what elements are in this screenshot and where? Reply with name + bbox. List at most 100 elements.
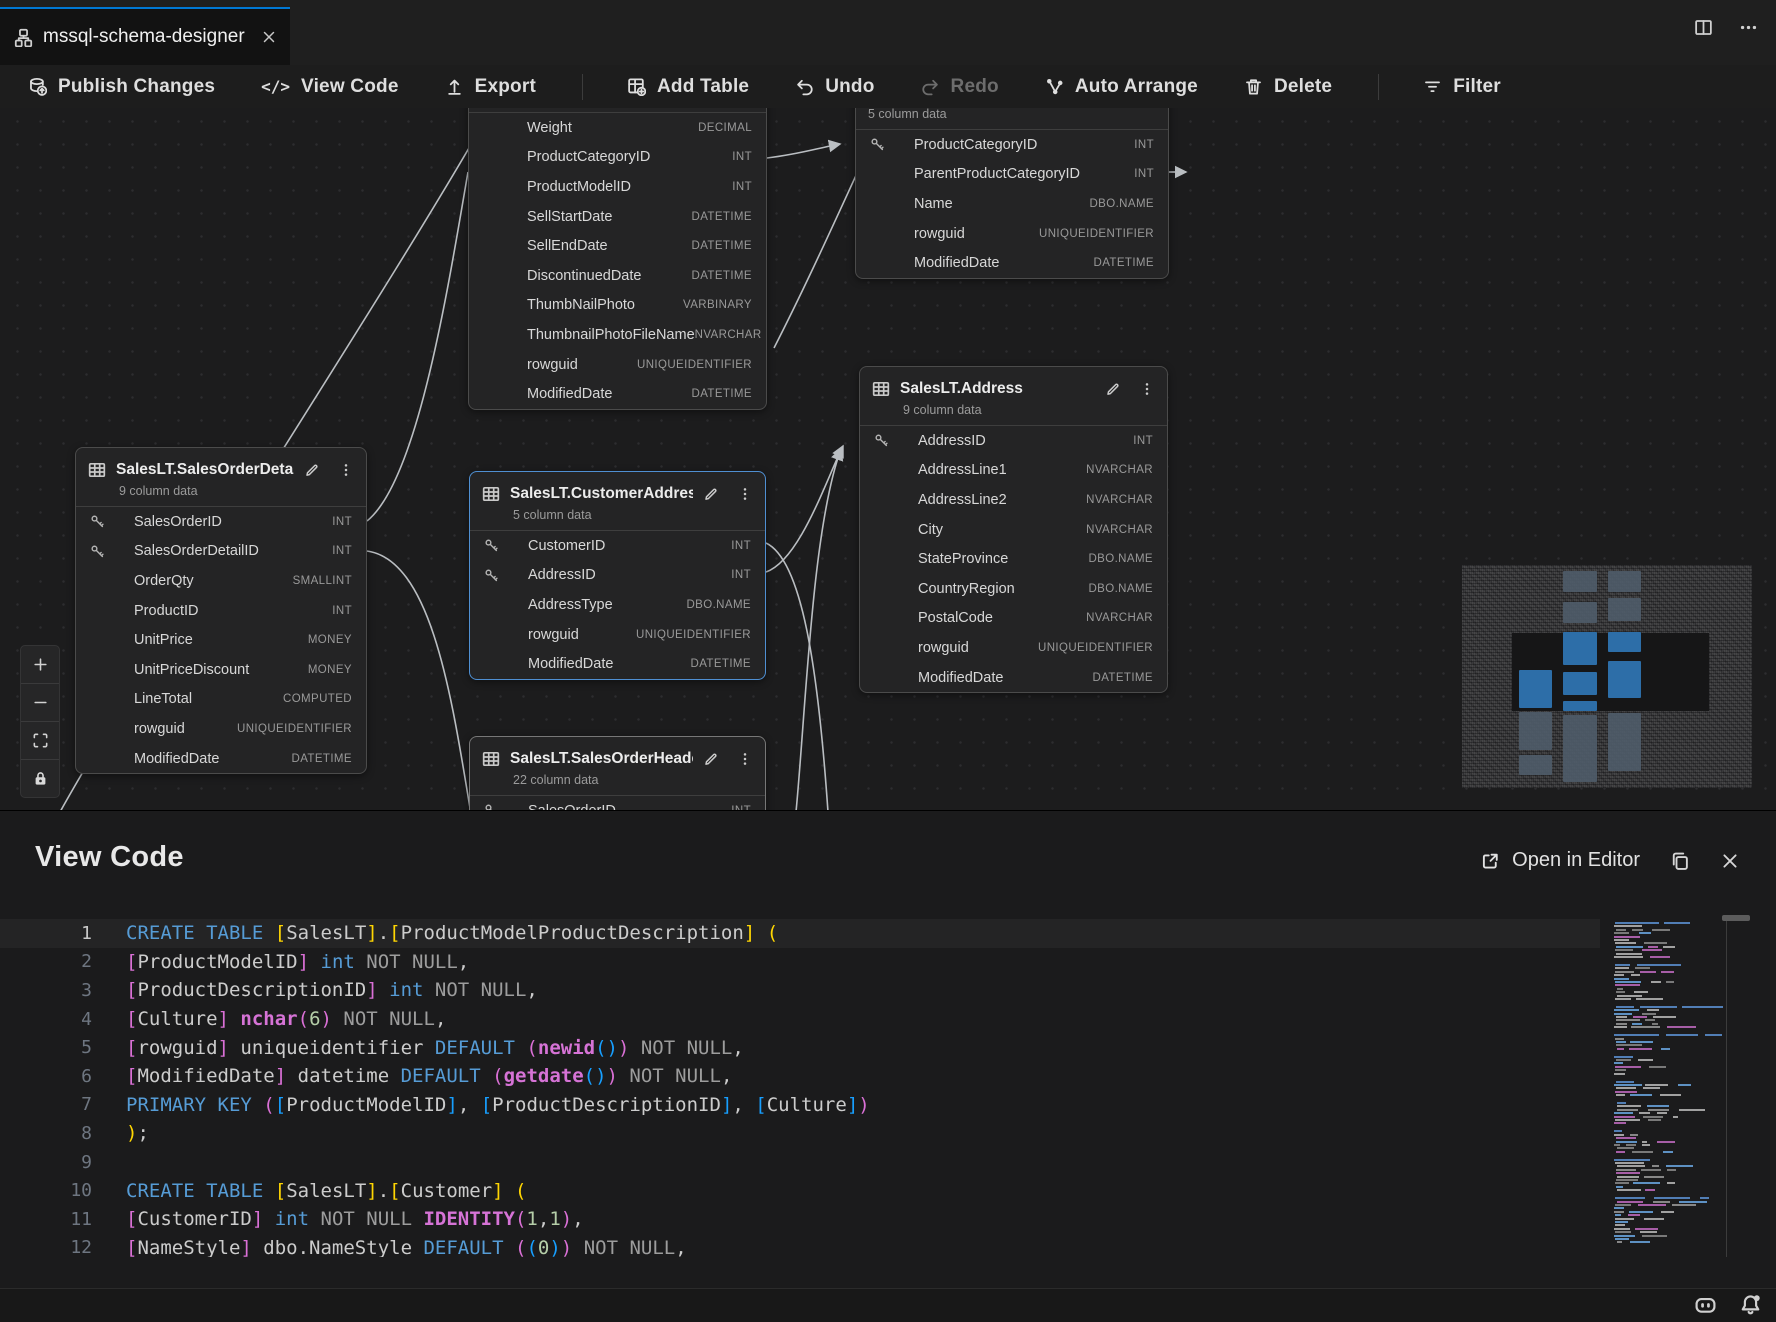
column-row-modifieddate[interactable]: ModifiedDate DATETIME [470, 649, 765, 679]
minimap-code-line [1612, 1122, 1722, 1125]
toolbar-delete-button[interactable]: Delete [1244, 76, 1332, 98]
scrollbar-thumb[interactable] [1722, 915, 1750, 921]
column-row-modifieddate[interactable]: ModifiedDate DATETIME [856, 248, 1168, 278]
column-row-name[interactable]: Name DBO.NAME [856, 189, 1168, 219]
table-menu-icon[interactable] [1139, 381, 1155, 397]
copy-code-button[interactable] [1670, 851, 1690, 871]
column-row-salesorderid[interactable]: SalesOrderID INT [470, 796, 765, 810]
auto-arrange-icon [1045, 77, 1064, 96]
column-row-productid[interactable]: ProductID INT [76, 596, 366, 626]
column-row-sellenddate[interactable]: SellEndDate DATETIME [469, 231, 766, 261]
column-row-rowguid[interactable]: rowguid UNIQUEIDENTIFIER [470, 620, 765, 650]
column-row-customerid[interactable]: CustomerID INT [470, 531, 765, 561]
toolbar-add-table-button[interactable]: Add Table [627, 76, 749, 98]
tab-title: mssql-schema-designer [43, 26, 245, 47]
table-card-sales-order-detail[interactable]: SalesLT.SalesOrderDetail 9 column data Sal… [75, 447, 367, 775]
code-icon: </> [261, 76, 291, 96]
column-row-sellstartdate[interactable]: SellStartDate DATETIME [469, 202, 766, 232]
fit-view-button[interactable] [21, 722, 59, 760]
column-type: INT [332, 545, 352, 558]
column-row-rowguid[interactable]: rowguid UNIQUEIDENTIFIER [76, 714, 366, 744]
table-card-customer-address[interactable]: SalesLT.CustomerAddress 5 column data Cust… [469, 471, 766, 680]
column-row-modifieddate[interactable]: ModifiedDate DATETIME [76, 744, 366, 774]
column-row-countryregion[interactable]: CountryRegion DBO.NAME [860, 574, 1167, 604]
open-in-editor-button[interactable]: Open in Editor [1480, 849, 1640, 872]
split-editor-icon[interactable] [1694, 18, 1713, 37]
column-row-unitprice[interactable]: UnitPrice MONEY [76, 625, 366, 655]
edit-table-icon[interactable] [1105, 381, 1121, 397]
column-row-addresstype[interactable]: AddressType DBO.NAME [470, 590, 765, 620]
column-row-postalcode[interactable]: PostalCode NVARCHAR [860, 604, 1167, 634]
lock-button[interactable] [21, 760, 59, 797]
code-text: [NameStyle] dbo.NameStyle DEFAULT ((0)) … [126, 1236, 687, 1257]
delete-icon [1244, 77, 1263, 96]
toolbar-view-code-button[interactable]: </> View Code [261, 76, 398, 98]
minimap-code-line [1612, 984, 1722, 987]
column-row-modifieddate[interactable]: ModifiedDate DATETIME [860, 663, 1167, 693]
table-menu-icon[interactable] [737, 751, 753, 767]
tab-close-icon[interactable] [261, 29, 277, 45]
minimap-table-block [1563, 602, 1597, 623]
toolbar-auto-arrange-button[interactable]: Auto Arrange [1045, 76, 1198, 98]
table-menu-icon[interactable] [737, 486, 753, 502]
column-row-parentproductcategoryid[interactable]: ParentProductCategoryID INT [856, 160, 1168, 190]
column-row-addressid[interactable]: AddressID INT [470, 561, 765, 591]
copilot-icon[interactable] [1694, 1293, 1717, 1316]
zoom-controls [20, 645, 60, 798]
column-name: ModifiedDate [914, 255, 1000, 272]
column-row-rowguid[interactable]: rowguid UNIQUEIDENTIFIER [860, 633, 1167, 663]
column-row-linetotal[interactable]: LineTotal COMPUTED [76, 685, 366, 715]
table-card-address[interactable]: SalesLT.Address 9 column data AddressID INT… [859, 366, 1168, 694]
edit-table-icon[interactable] [703, 486, 719, 502]
bell-icon[interactable] [1739, 1293, 1762, 1316]
column-row-rowguid[interactable]: rowguid UNIQUEIDENTIFIER [856, 219, 1168, 249]
primary-key-icon [90, 514, 114, 529]
code-text: [ModifiedDate] datetime DEFAULT (getdate… [126, 1065, 733, 1088]
close-panel-button[interactable] [1720, 851, 1740, 871]
edit-table-icon[interactable] [703, 751, 719, 767]
column-row-thumbnailphotofilename[interactable]: ThumbnailPhotoFileName NVARCHAR [469, 320, 766, 350]
table-menu-icon[interactable] [338, 462, 354, 478]
edit-table-icon[interactable] [304, 462, 320, 478]
schema-canvas[interactable]: Weight DECIMAL ProductCategoryID INT Product… [0, 108, 1776, 810]
line-number: 1 [81, 922, 92, 944]
column-row-salesorderid[interactable]: SalesOrderID INT [76, 507, 366, 537]
sql-code-editor[interactable]: 1 CREATE TABLE [SalesLT].[ProductModelPro… [0, 919, 1600, 1257]
column-row-orderqty[interactable]: OrderQty SMALLINT [76, 566, 366, 596]
column-row-weight[interactable]: Weight DECIMAL [469, 113, 766, 143]
column-row-discontinueddate[interactable]: DiscontinuedDate DATETIME [469, 261, 766, 291]
toolbar-undo-label: Undo [825, 75, 875, 97]
column-row-addressline2[interactable]: AddressLine2 NVARCHAR [860, 485, 1167, 515]
toolbar-export-button[interactable]: Export [445, 76, 536, 98]
more-icon[interactable] [1739, 18, 1758, 37]
toolbar-undo-button[interactable]: Undo [795, 76, 874, 98]
column-row-salesorderdetailid[interactable]: SalesOrderDetailID INT [76, 537, 366, 567]
column-type: UNIQUEIDENTIFIER [635, 628, 751, 641]
tab-mssql-schema-designer[interactable]: mssql-schema-designer [0, 7, 290, 65]
column-row-productcategoryid[interactable]: ProductCategoryID INT [469, 143, 766, 173]
column-row-productcategoryid[interactable]: ProductCategoryID INT [856, 130, 1168, 160]
minimap-code-line [1612, 1231, 1722, 1234]
code-minimap[interactable] [1612, 919, 1724, 1257]
zoom-in-button[interactable] [21, 646, 59, 684]
column-name: rowguid [134, 720, 185, 737]
column-type: DATETIME [691, 210, 752, 223]
column-row-modifieddate[interactable]: ModifiedDate DATETIME [469, 379, 766, 409]
schema-minimap[interactable] [1462, 565, 1752, 788]
table-card-product[interactable]: Weight DECIMAL ProductCategoryID INT Product… [468, 108, 767, 410]
column-row-unitpricediscount[interactable]: UnitPriceDiscount MONEY [76, 655, 366, 685]
column-row-stateprovince[interactable]: StateProvince DBO.NAME [860, 544, 1167, 574]
column-row-city[interactable]: City NVARCHAR [860, 515, 1167, 545]
toolbar-filter-button[interactable]: Filter [1423, 76, 1501, 98]
toolbar-publish-changes-button[interactable]: Publish Changes [28, 76, 215, 98]
column-row-thumbnailphoto[interactable]: ThumbNailPhoto VARBINARY [469, 291, 766, 321]
column-row-rowguid[interactable]: rowguid UNIQUEIDENTIFIER [469, 350, 766, 380]
column-row-addressline1[interactable]: AddressLine1 NVARCHAR [860, 456, 1167, 486]
zoom-out-button[interactable] [21, 684, 59, 722]
column-row-addressid[interactable]: AddressID INT [860, 426, 1167, 456]
column-row-productmodelid[interactable]: ProductModelID INT [469, 172, 766, 202]
column-type: UNIQUEIDENTIFIER [636, 358, 752, 371]
minimap-code-line [1612, 1158, 1722, 1161]
table-card-product-category[interactable]: 5 column data ProductCategoryID INT ParentP… [855, 108, 1169, 279]
